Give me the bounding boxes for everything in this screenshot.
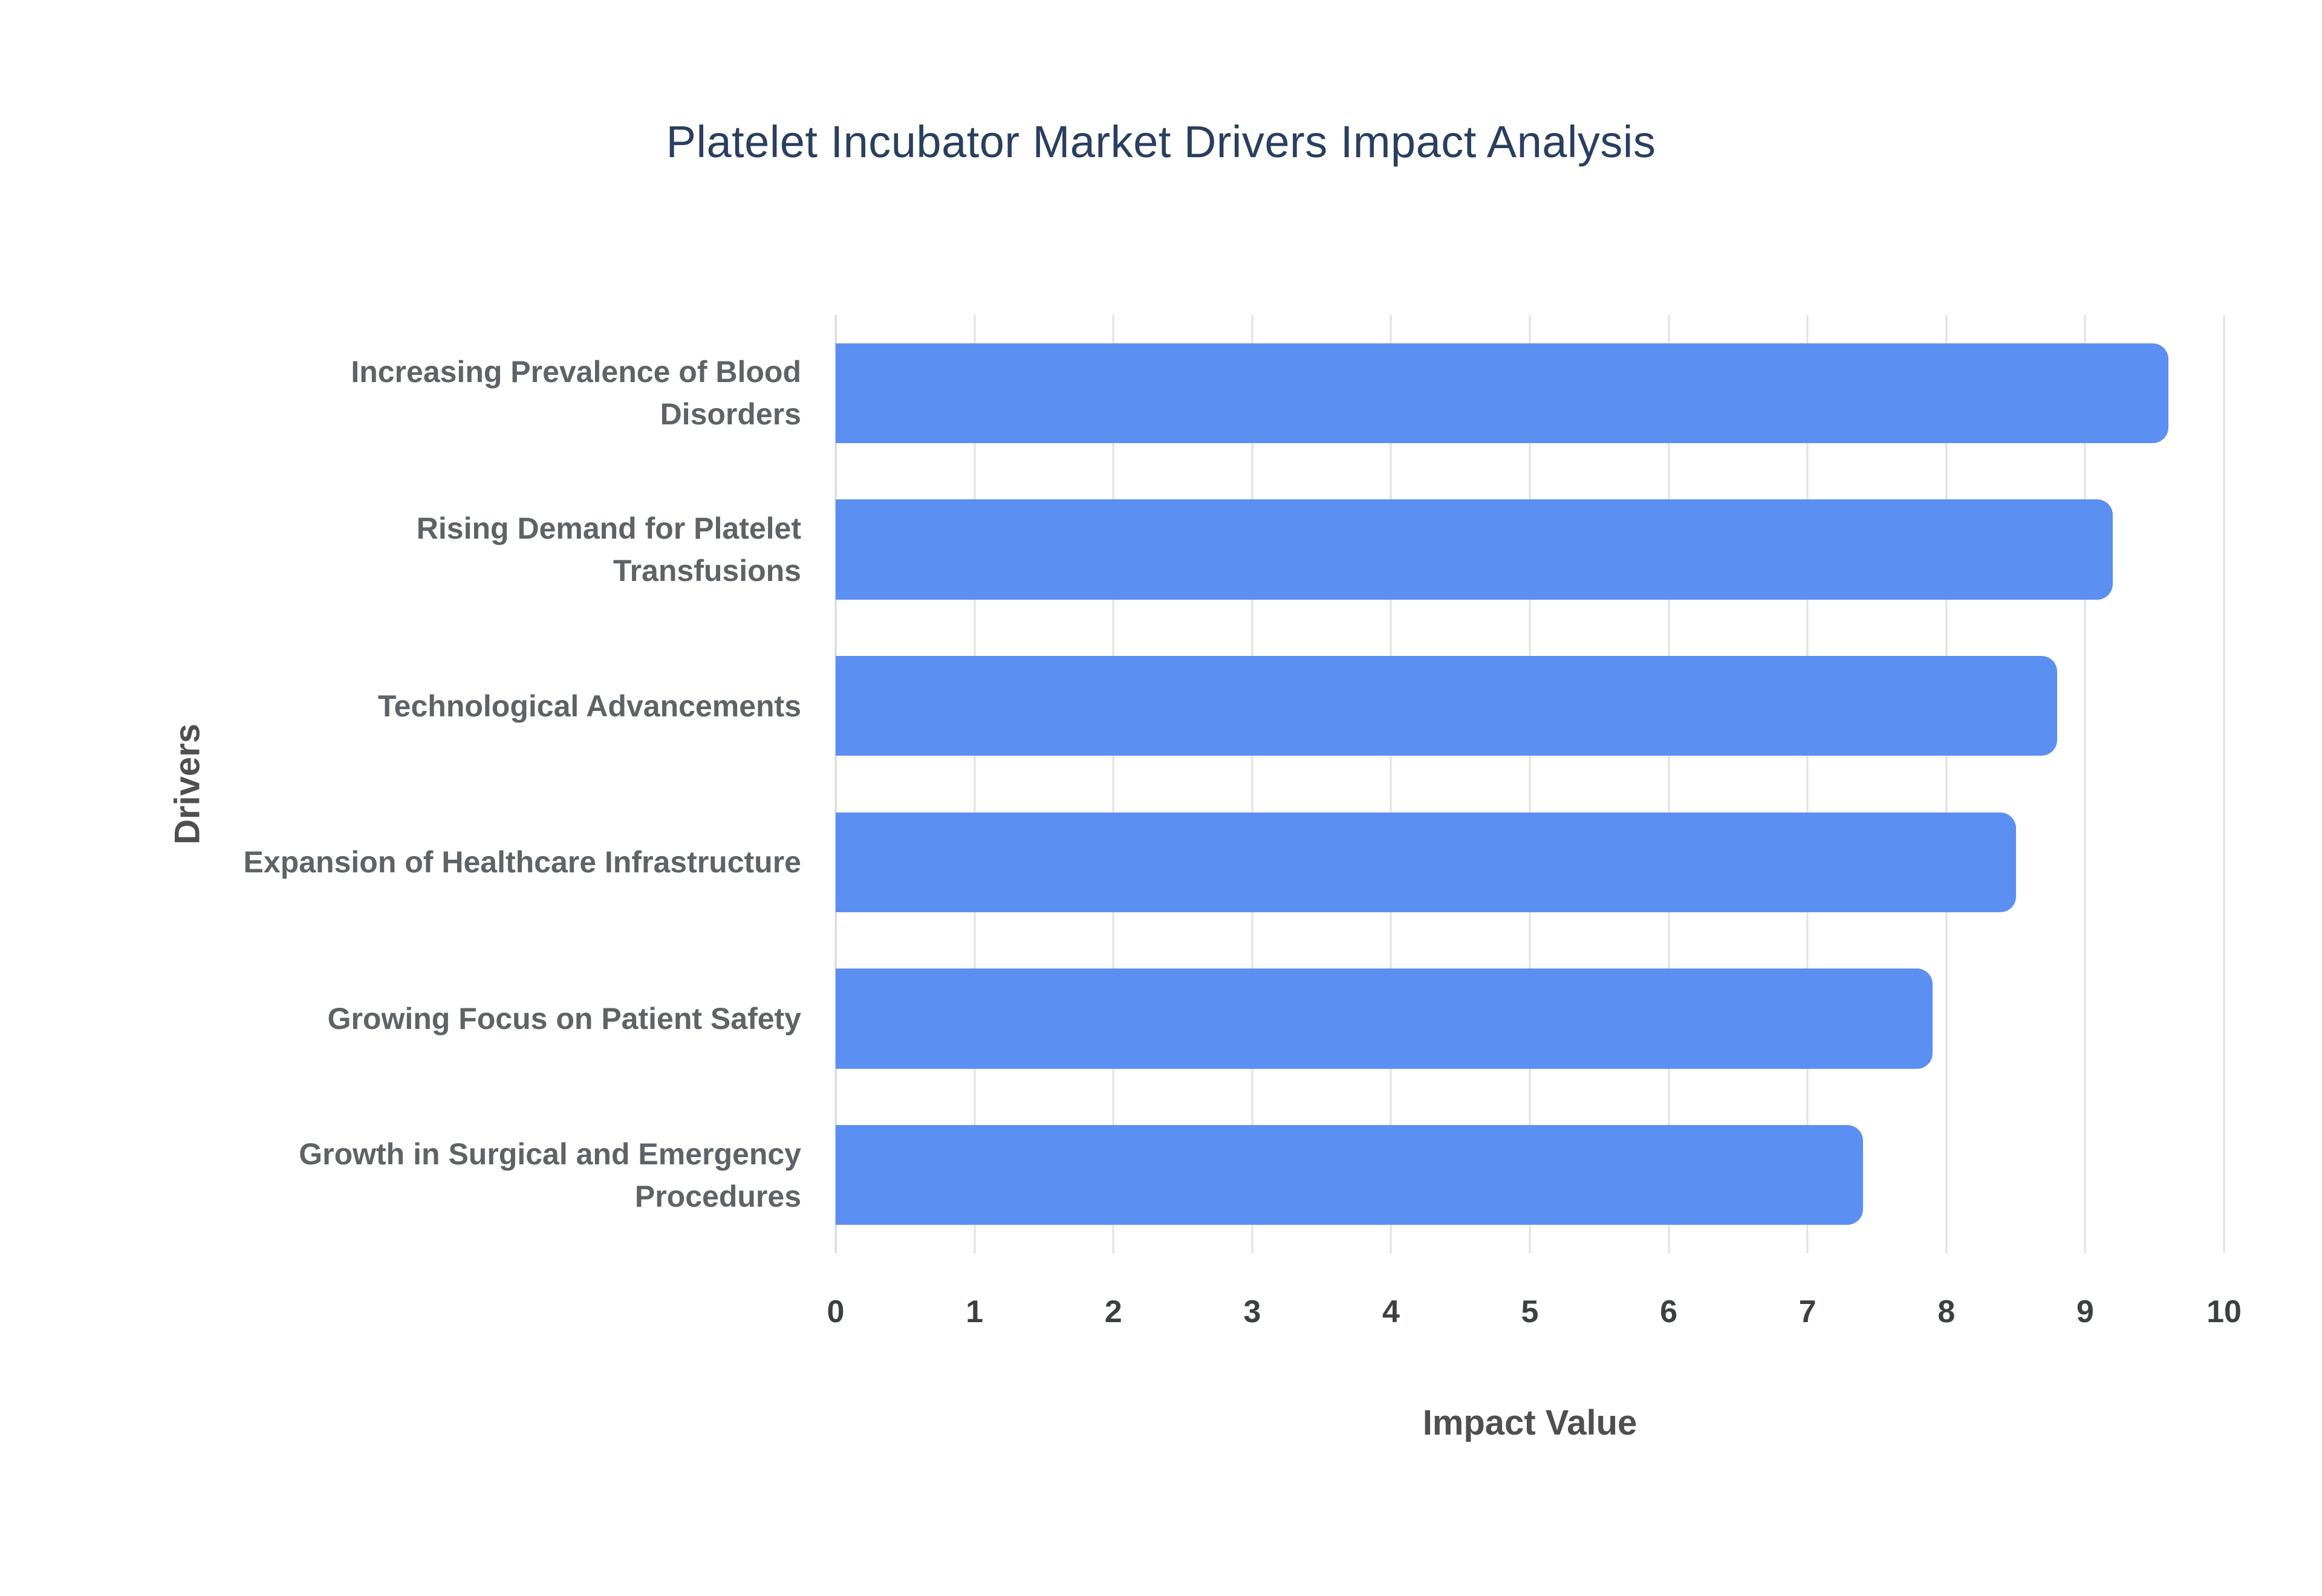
bar-row bbox=[836, 315, 2224, 472]
y-category-label: Expansion of Healthcare Infrastructure bbox=[243, 845, 801, 880]
bar-row bbox=[836, 472, 2224, 628]
y-axis-category-labels: Increasing Prevalence of Blood Disorders… bbox=[230, 315, 819, 1253]
y-axis-title: Drivers bbox=[167, 724, 207, 845]
grid-line bbox=[1112, 315, 1114, 1253]
bar-row bbox=[836, 941, 2224, 1097]
grid-line bbox=[1251, 315, 1254, 1253]
grid-line bbox=[1945, 315, 1948, 1253]
grid-line bbox=[1668, 315, 1670, 1253]
x-tick-label: 7 bbox=[1798, 1294, 1816, 1329]
bar bbox=[836, 968, 1933, 1069]
bar bbox=[836, 499, 2113, 600]
grid-line bbox=[1806, 315, 1809, 1253]
x-tick-label: 3 bbox=[1243, 1294, 1261, 1329]
bar-row bbox=[836, 628, 2224, 784]
x-tick-label: 8 bbox=[1937, 1294, 1956, 1329]
grid-line bbox=[1390, 315, 1392, 1253]
grid-line bbox=[974, 315, 976, 1253]
grid-line bbox=[834, 315, 837, 1253]
bar bbox=[836, 655, 2058, 756]
grid-line bbox=[1529, 315, 1531, 1253]
y-category-label: Rising Demand for Platelet Transfusions bbox=[416, 511, 801, 588]
bar bbox=[836, 812, 2016, 913]
x-tick-label: 10 bbox=[2207, 1294, 2242, 1329]
grid-line bbox=[2084, 315, 2086, 1253]
y-category-label: Technological Advancements bbox=[377, 689, 801, 723]
bars-layer bbox=[836, 315, 2224, 1253]
y-category-label: Increasing Prevalence of Blood Disorders bbox=[351, 355, 801, 432]
grid-layer bbox=[834, 315, 2225, 1253]
grid-line bbox=[2223, 315, 2225, 1253]
x-tick-label: 2 bbox=[1104, 1294, 1122, 1329]
bar bbox=[836, 343, 2169, 444]
x-tick-label: 4 bbox=[1382, 1294, 1400, 1329]
y-category-label: Growth in Surgical and Emergency Procedu… bbox=[299, 1137, 801, 1213]
x-axis-title: Impact Value bbox=[1422, 1403, 1637, 1442]
y-category-label: Growing Focus on Patient Safety bbox=[327, 1002, 801, 1036]
bar-row bbox=[836, 784, 2224, 941]
bar-row bbox=[836, 1097, 2224, 1253]
plot-area bbox=[834, 315, 2225, 1253]
x-tick-label: 1 bbox=[966, 1294, 984, 1329]
x-tick-label: 5 bbox=[1521, 1294, 1539, 1329]
x-tick-label: 9 bbox=[2076, 1294, 2094, 1329]
chart-title: Platelet Incubator Market Drivers Impact… bbox=[666, 117, 1656, 167]
bar bbox=[836, 1124, 1864, 1225]
x-tick-label: 0 bbox=[827, 1294, 845, 1329]
x-axis-ticks: 0 1 2 3 4 5 6 7 8 9 10 bbox=[827, 1294, 2242, 1336]
x-tick-label: 6 bbox=[1660, 1294, 1678, 1329]
